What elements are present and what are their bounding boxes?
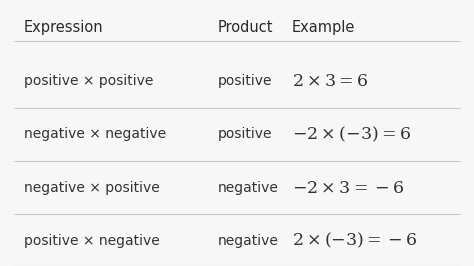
Text: negative × positive: negative × positive — [24, 181, 159, 194]
Text: negative: negative — [218, 181, 279, 194]
Text: $-2 \times (-3) = 6$: $-2 \times (-3) = 6$ — [292, 125, 410, 144]
Text: negative: negative — [218, 234, 279, 248]
Text: $2 \times (-3) = -6$: $2 \times (-3) = -6$ — [292, 231, 417, 250]
Text: positive × positive: positive × positive — [24, 74, 153, 88]
Text: Expression: Expression — [24, 20, 103, 35]
Text: Example: Example — [292, 20, 355, 35]
Text: positive × negative: positive × negative — [24, 234, 159, 248]
Text: positive: positive — [218, 74, 273, 88]
Text: Product: Product — [218, 20, 273, 35]
Text: $2 \times 3 = 6$: $2 \times 3 = 6$ — [292, 72, 368, 90]
Text: negative × negative: negative × negative — [24, 127, 166, 141]
Text: $-2 \times 3 = -6$: $-2 \times 3 = -6$ — [292, 178, 403, 197]
Text: positive: positive — [218, 127, 273, 141]
